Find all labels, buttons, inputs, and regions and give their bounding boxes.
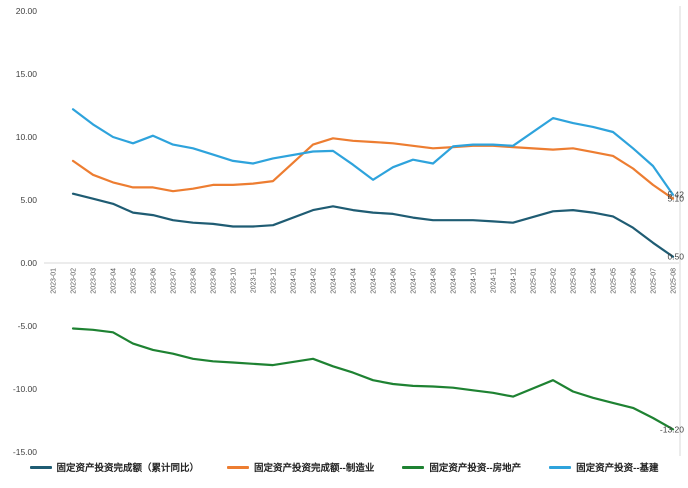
legend-item-real-estate[interactable]: 固定资产投资--房地产 (402, 460, 521, 474)
x-axis-tick-label: 2025-08 (671, 268, 678, 294)
x-axis-tick-label: 2024-10 (471, 268, 478, 294)
end-value-label-infrastructure: 5.42 (667, 190, 684, 200)
y-axis-tick-label: 0.00 (20, 258, 37, 268)
legend-item-manufacturing[interactable]: 固定资产投资完成额--制造业 (227, 460, 374, 474)
x-axis-tick-label: 2023-02 (71, 268, 78, 294)
y-axis-tick-label: -10.00 (13, 384, 37, 394)
end-value-label-manufacturing: 5.10 (667, 194, 684, 204)
x-axis-tick-label: 2024-01 (291, 268, 298, 294)
end-value-label-real-estate: -13.20 (660, 424, 684, 434)
x-axis-tick-label: 2024-04 (351, 268, 358, 294)
legend-label-real-estate: 固定资产投资--房地产 (429, 463, 522, 474)
y-axis-tick-label: 15.00 (16, 69, 38, 79)
y-axis-tick-label: -15.00 (13, 447, 37, 457)
x-axis-tick-label: 2024-12 (511, 268, 518, 294)
x-axis-tick-label: 2023-01 (51, 268, 58, 294)
legend-label-infrastructure: 固定资产投资--基建 (576, 463, 659, 474)
x-axis-tick-label: 2023-08 (191, 268, 198, 294)
legend-item-total-fai[interactable]: 固定资产投资完成额（累计同比） (29, 460, 200, 474)
series-line-manufacturing (71, 137, 675, 200)
y-axis-tick-label: 20.00 (16, 6, 38, 16)
x-axis-tick-label: 2023-04 (111, 268, 118, 294)
x-axis-tick-label: 2025-03 (571, 268, 578, 294)
x-axis-tick-label: 2025-06 (631, 268, 638, 294)
x-axis-tick-label: 2023-05 (131, 268, 138, 294)
legend-swatch-manufacturing (227, 465, 250, 469)
x-axis-tick-label: 2023-07 (171, 268, 178, 294)
legend-swatch-total-fai (29, 465, 52, 469)
x-axis-tick-label: 2023-11 (251, 268, 258, 293)
x-axis-tick-label: 2025-01 (531, 268, 538, 294)
legend-swatch-real-estate (402, 465, 425, 469)
y-axis-tick-label: -5.00 (18, 321, 38, 331)
x-axis-tick-label: 2025-07 (651, 268, 658, 294)
legend-label-total-fai: 固定资产投资完成额（累计同比） (56, 463, 200, 474)
x-axis-tick-label: 2025-04 (591, 268, 598, 294)
x-axis-tick-label: 2024-07 (411, 268, 418, 294)
x-axis-tick-label: 2024-09 (451, 268, 458, 294)
y-axis-tick-label: 10.00 (16, 132, 38, 142)
end-value-label-total-fai: 0.50 (667, 252, 684, 262)
legend-label-manufacturing: 固定资产投资完成额--制造业 (254, 463, 375, 474)
x-axis-tick-label: 2024-02 (311, 268, 318, 294)
x-axis-tick-label: 2024-05 (371, 268, 378, 294)
x-axis-tick-label: 2025-02 (551, 268, 558, 294)
x-axis-tick-label: 2024-11 (491, 268, 498, 293)
x-axis-tick-label: 2023-06 (151, 268, 158, 294)
y-axis-tick-label: 5.00 (20, 195, 37, 205)
legend-item-infrastructure[interactable]: 固定资产投资--基建 (549, 460, 659, 474)
series-line-infrastructure (71, 108, 675, 196)
x-axis-tick-label: 2023-03 (91, 268, 98, 294)
series-line-total-fai (71, 192, 675, 258)
x-axis-tick-label: 2023-09 (211, 268, 218, 294)
legend-swatch-infrastructure (549, 465, 572, 469)
chart-legend: 固定资产投资完成额（累计同比） 固定资产投资完成额--制造业 固定资产投资--房… (0, 457, 688, 477)
x-axis-tick-label: 2025-05 (611, 268, 618, 294)
x-axis-tick-label: 2024-03 (331, 268, 338, 294)
x-axis-tick-label: 2023-10 (231, 268, 238, 294)
x-axis-tick-label: 2023-12 (271, 268, 278, 294)
x-axis-tick-label: 2024-06 (391, 268, 398, 294)
series-line-real-estate (71, 327, 675, 431)
x-axis-tick-label: 2024-08 (431, 268, 438, 294)
